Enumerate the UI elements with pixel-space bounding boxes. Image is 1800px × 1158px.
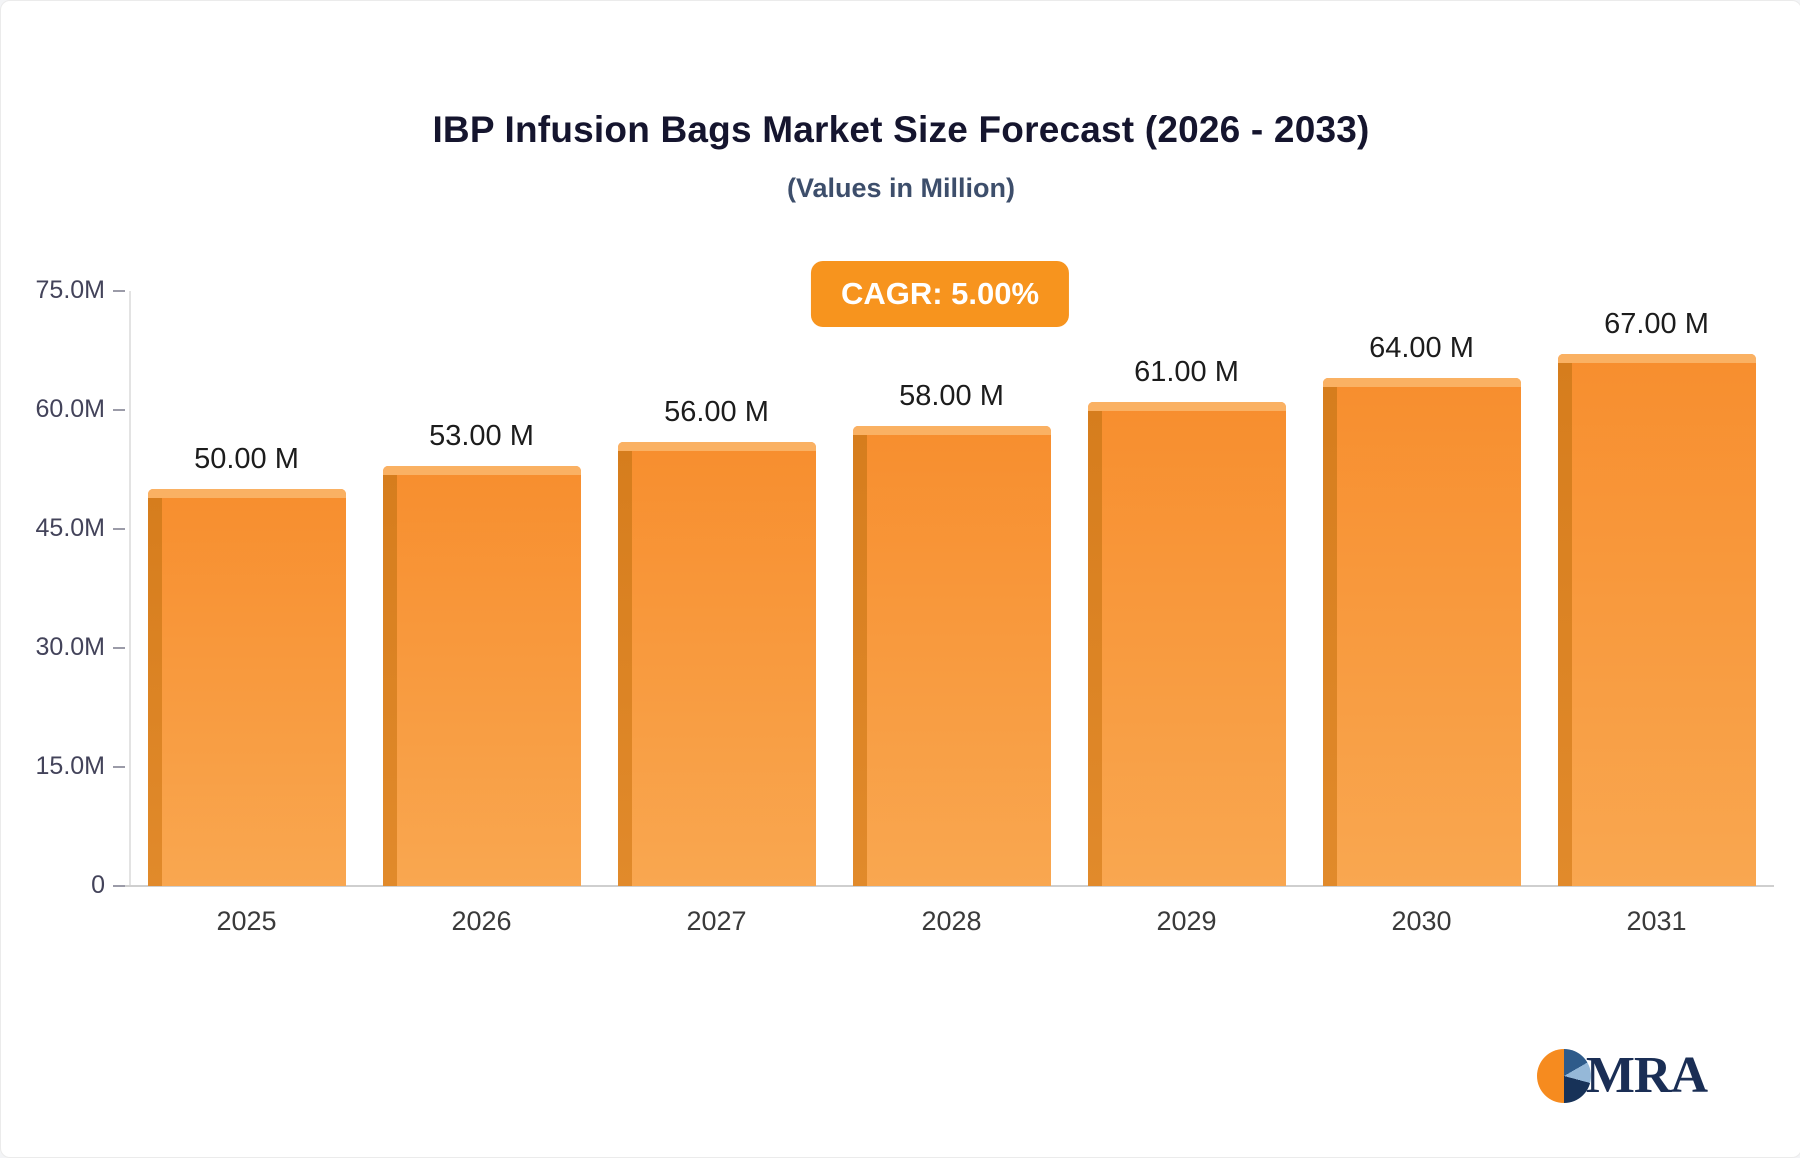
x-axis-label: 2025 [216,906,277,936]
x-axis-label: 2027 [686,906,747,936]
mra-logo-text: MRA [1585,1047,1708,1104]
bar-2028[interactable] [852,425,1051,887]
chart-title: IBP Infusion Bags Market Size Forecast (… [432,109,1370,150]
y-tick-mark [113,409,125,411]
mra-logo: MRA [1536,1047,1708,1104]
x-axis-label: 2030 [1391,906,1452,936]
y-tick-label: 45.0M [35,514,105,542]
x-axis-label: 2026 [451,906,512,936]
x-axis-label: 2028 [921,906,982,936]
chart-subtitle: (Values in Million) [786,173,1016,203]
bar-value-label: 61.00 M [1134,356,1239,389]
bar-2029[interactable] [1087,402,1286,886]
cagr-badge-label: CAGR: 5.00% [840,276,1040,311]
bar-2030[interactable] [1322,378,1521,886]
y-tick-mark [113,290,125,292]
y-tick-label: 75.0M [35,276,105,304]
x-axis-line [113,885,1774,887]
bar-value-label: 53.00 M [429,419,534,452]
y-tick-mark [113,647,125,649]
y-tick-mark [113,528,125,530]
pie-circle-icon [1536,1049,1591,1103]
y-tick-label: 0 [91,871,105,899]
y-tick-mark [113,885,125,887]
y-tick-label: 60.0M [35,395,105,423]
x-axis-label: 2029 [1156,906,1217,936]
bar-value-label: 64.00 M [1369,332,1474,365]
bar-2027[interactable] [617,441,816,887]
x-axis-label: 2031 [1626,906,1687,936]
bar-value-label: 67.00 M [1604,308,1709,341]
bar-2026[interactable] [382,465,581,887]
cagr-badge: CAGR: 5.00% [810,261,1070,327]
y-tick-label: 15.0M [35,752,105,780]
bar-value-label: 50.00 M [194,443,299,476]
y-tick-mark [113,766,125,768]
bar-2025[interactable] [147,489,346,886]
y-axis-line [129,291,131,886]
y-tick-label: 30.0M [35,633,105,661]
bar-2031[interactable] [1557,354,1756,886]
bar-value-label: 58.00 M [899,379,1004,412]
bar-value-label: 56.00 M [664,395,769,428]
